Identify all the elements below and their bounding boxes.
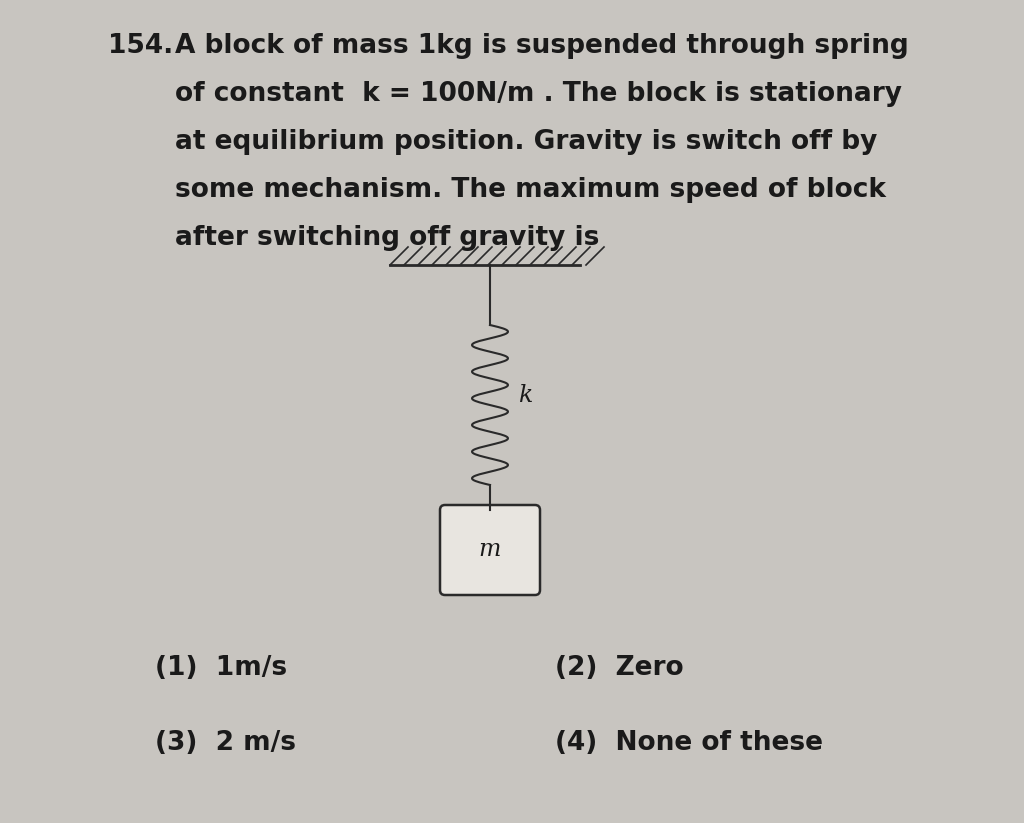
Text: at equilibrium position. Gravity is switch off by: at equilibrium position. Gravity is swit… [175,129,878,155]
Text: (3)  2 m/s: (3) 2 m/s [155,730,296,756]
Text: k: k [518,384,532,407]
Text: 154.: 154. [108,33,173,59]
Text: after switching off gravity is: after switching off gravity is [175,225,599,251]
Text: some mechanism. The maximum speed of block: some mechanism. The maximum speed of blo… [175,177,886,203]
Text: (4)  None of these: (4) None of these [555,730,823,756]
Text: m: m [479,538,501,561]
FancyBboxPatch shape [440,505,540,595]
Text: (2)  Zero: (2) Zero [555,655,684,681]
Text: A block of mass 1kg is suspended through spring: A block of mass 1kg is suspended through… [175,33,908,59]
Text: of constant  k = 100N/m . The block is stationary: of constant k = 100N/m . The block is st… [175,81,902,107]
Text: (1)  1m/s: (1) 1m/s [155,655,287,681]
